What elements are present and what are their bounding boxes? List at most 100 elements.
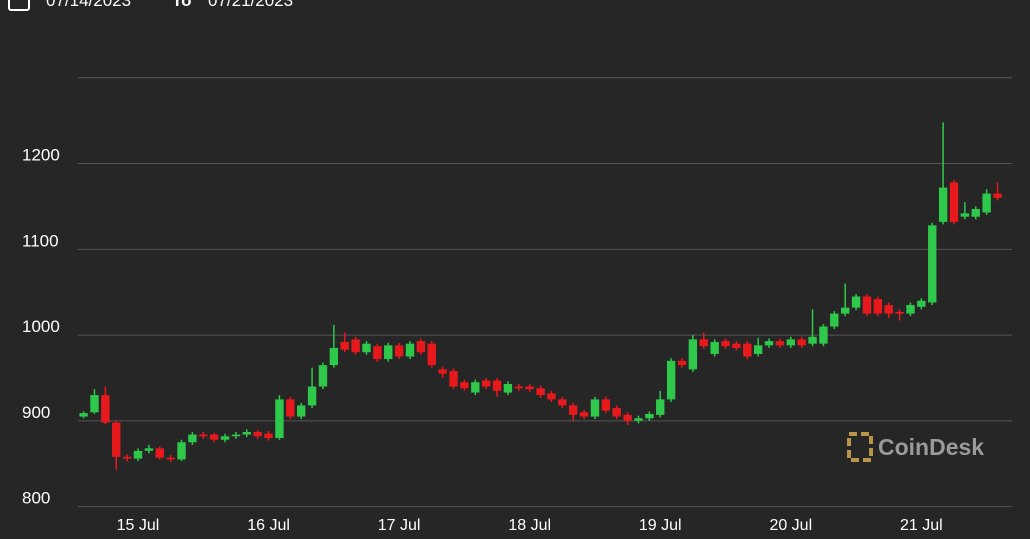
candle-body [514, 386, 523, 389]
candle-body [405, 343, 415, 357]
candle-body [155, 448, 164, 458]
candle-body [601, 399, 611, 411]
x-tick-label: 20 Jul [769, 517, 812, 534]
candle-body [525, 386, 534, 390]
candle-body [623, 414, 632, 421]
candle-body [503, 383, 513, 393]
candle-body [394, 345, 404, 357]
candle-body [253, 431, 262, 437]
x-tick-label: 17 Jul [378, 517, 421, 534]
candle-body [949, 182, 959, 222]
candle-body [710, 341, 719, 354]
candle-body [917, 300, 926, 307]
candle-body [177, 442, 186, 460]
candle-body [688, 339, 698, 370]
candle-body [884, 305, 893, 314]
candle-body [960, 213, 970, 217]
candle-body [797, 339, 806, 346]
x-tick-label: 16 Jul [247, 517, 290, 534]
x-tick-label: 19 Jul [639, 517, 682, 534]
candle-body [841, 307, 850, 314]
candle-body [307, 386, 317, 406]
candle-body [471, 382, 480, 393]
date-separator: To [172, 0, 192, 10]
x-tick-label: 15 Jul [117, 517, 160, 534]
candle-body [666, 360, 676, 400]
candle-body [830, 313, 839, 327]
candle-body [373, 346, 382, 360]
watermark-text: CoinDesk [878, 434, 984, 460]
candle-body [764, 341, 774, 346]
candle-body [677, 360, 687, 366]
candle-body [275, 399, 284, 438]
candle-body [384, 345, 393, 360]
candle-body [362, 343, 371, 353]
candle-body [982, 193, 991, 213]
candle-body [808, 336, 817, 344]
candle-body [340, 341, 349, 350]
candle-body [188, 434, 197, 443]
candle-body [209, 434, 219, 440]
candle-body [547, 393, 556, 400]
candle-body [928, 225, 937, 303]
candle-body [318, 365, 328, 387]
y-tick-label: 900 [22, 403, 50, 422]
candle-body [166, 457, 175, 460]
candle-body [656, 399, 665, 415]
candle-body [231, 434, 241, 437]
candle-body [242, 431, 251, 435]
candle-body [416, 341, 426, 353]
candle-body [743, 343, 752, 357]
date-from: 07/14/2023 [46, 0, 131, 10]
y-tick-label: 1200 [22, 146, 60, 165]
candle-body [569, 405, 578, 415]
candle-body [819, 326, 828, 344]
candle-body [449, 371, 458, 387]
candle-body [101, 395, 110, 423]
candle-body [112, 422, 121, 457]
candle-body [133, 450, 143, 459]
candle-body [851, 296, 861, 308]
candle-body [938, 187, 948, 222]
candle-body [438, 369, 447, 374]
y-tick-label: 1100 [22, 231, 59, 250]
candle-body [492, 380, 502, 391]
checkbox[interactable] [8, 0, 30, 11]
candle-body [732, 343, 741, 348]
candle-body [645, 413, 654, 419]
candle-body [264, 433, 273, 438]
candle-body [427, 343, 436, 366]
candle-body [699, 339, 708, 347]
candle-body [612, 407, 621, 417]
candle-body [286, 399, 295, 417]
candle-body [536, 388, 545, 396]
candle-body [971, 209, 980, 217]
candle-body [786, 339, 795, 346]
candle-body [558, 399, 567, 406]
candle-body [906, 305, 915, 314]
candle-body [79, 413, 88, 417]
candle-body [634, 418, 643, 421]
candle-body [297, 405, 306, 417]
candle-body [122, 456, 132, 459]
candle-body [144, 448, 154, 451]
candle-body [895, 311, 904, 314]
candle-body [873, 299, 883, 314]
candle-body [460, 382, 469, 389]
candle-body [90, 395, 99, 413]
y-tick-label: 1000 [22, 317, 60, 336]
candle-body [862, 296, 872, 314]
x-tick-label: 18 Jul [508, 517, 551, 534]
candle-body [329, 347, 339, 366]
candle-body [199, 434, 208, 437]
x-tick-label: 21 Jul [900, 517, 943, 534]
date-to: 07/21/2023 [208, 0, 293, 10]
candle-body [220, 436, 230, 440]
candle-body [993, 193, 1002, 198]
candle-body [351, 339, 360, 353]
candle-body [481, 380, 491, 387]
candle-body [775, 341, 785, 346]
